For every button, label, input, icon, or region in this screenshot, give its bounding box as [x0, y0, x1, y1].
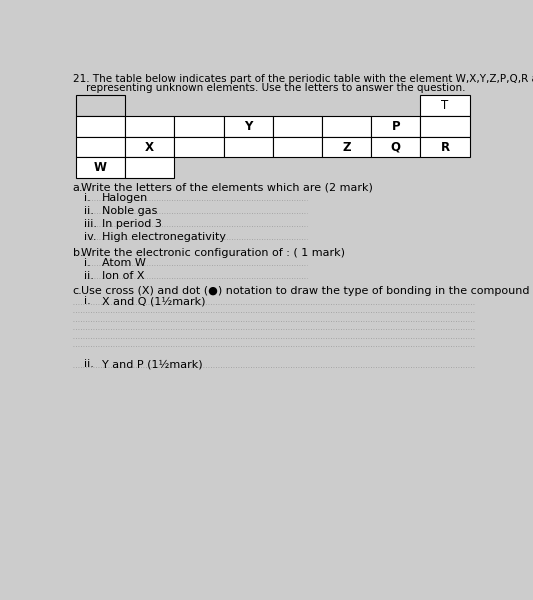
Bar — [273, 137, 322, 157]
Text: Write the electronic configuration of : ( 1 mark): Write the electronic configuration of : … — [80, 248, 344, 257]
Text: Z: Z — [342, 140, 351, 154]
Text: Use cross (X) and dot (●) notation to draw the type of bonding in the compound f: Use cross (X) and dot (●) notation to dr… — [80, 286, 533, 296]
Text: iii.: iii. — [84, 219, 96, 229]
Text: Noble gas: Noble gas — [102, 206, 158, 216]
Bar — [421, 95, 470, 116]
Text: i.: i. — [84, 257, 91, 268]
Text: Ion of X: Ion of X — [102, 271, 145, 281]
Text: T: T — [441, 99, 449, 112]
Bar — [273, 116, 322, 137]
Text: ii.: ii. — [84, 359, 94, 369]
Bar — [421, 137, 470, 157]
Bar — [76, 116, 125, 137]
Text: iv.: iv. — [84, 232, 96, 242]
Text: c.: c. — [73, 286, 83, 296]
Text: i.: i. — [84, 296, 91, 306]
Bar — [125, 116, 174, 137]
Bar — [223, 116, 273, 137]
Text: Atom W: Atom W — [102, 257, 146, 268]
Bar — [125, 137, 174, 157]
Text: Halogen: Halogen — [102, 193, 149, 203]
Text: R: R — [440, 140, 449, 154]
Text: High electronegativity: High electronegativity — [102, 232, 227, 242]
Text: a.: a. — [73, 183, 83, 193]
Text: X: X — [146, 140, 154, 154]
Bar — [174, 116, 223, 137]
Text: b.: b. — [73, 248, 84, 257]
Text: In period 3: In period 3 — [102, 219, 162, 229]
Bar — [223, 137, 273, 157]
Text: P: P — [392, 120, 400, 133]
Bar — [322, 137, 371, 157]
Text: representing unknown elements. Use the letters to answer the question.: representing unknown elements. Use the l… — [73, 83, 465, 93]
Text: Y and P (1½mark): Y and P (1½mark) — [102, 359, 203, 369]
Text: Write the letters of the elements which are (2 mark): Write the letters of the elements which … — [80, 183, 373, 193]
Bar — [76, 95, 125, 116]
Bar — [76, 137, 125, 157]
Bar — [322, 116, 371, 137]
Bar — [174, 137, 223, 157]
Text: ii.: ii. — [84, 206, 94, 216]
Text: Y: Y — [244, 120, 252, 133]
Text: W: W — [94, 161, 107, 175]
Bar — [371, 137, 421, 157]
Text: 21. The table below indicates part of the periodic table with the element W,X,Y,: 21. The table below indicates part of th… — [73, 74, 533, 85]
Text: X and Q (1½mark): X and Q (1½mark) — [102, 296, 206, 306]
Bar — [76, 157, 125, 178]
Text: ii.: ii. — [84, 271, 94, 281]
Bar — [125, 157, 174, 178]
Bar — [421, 116, 470, 137]
Text: i.: i. — [84, 193, 91, 203]
Text: Q: Q — [391, 140, 401, 154]
Bar — [371, 116, 421, 137]
